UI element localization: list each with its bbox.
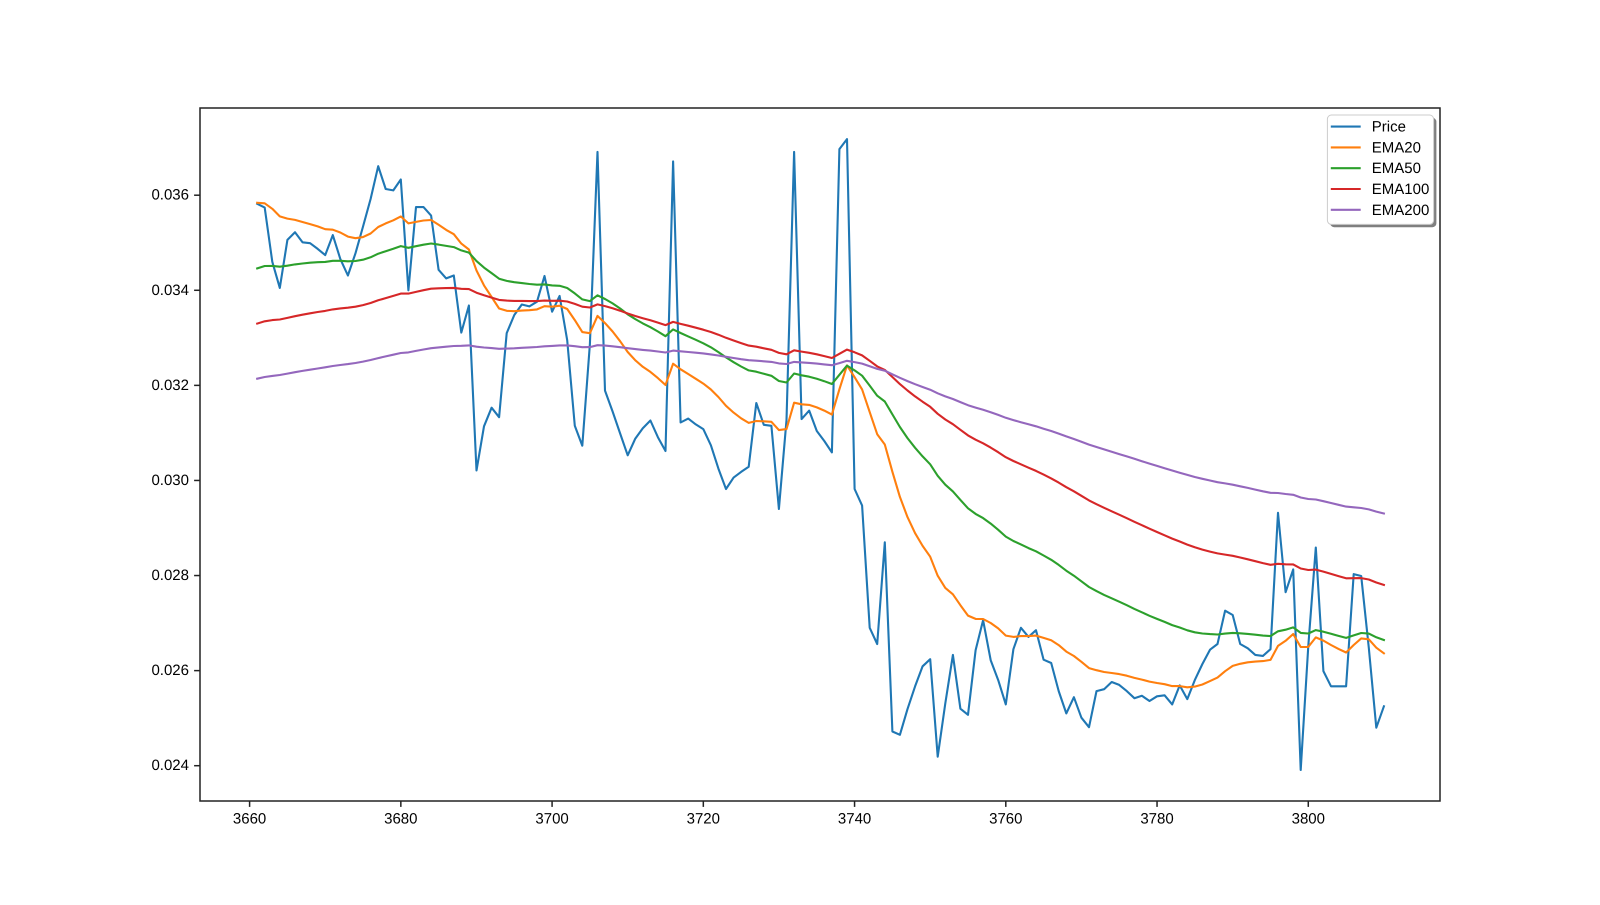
svg-text:3800: 3800 [1292, 811, 1325, 828]
svg-text:3660: 3660 [233, 811, 266, 828]
svg-text:EMA200: EMA200 [1372, 202, 1430, 219]
svg-text:3780: 3780 [1140, 811, 1173, 828]
svg-text:3700: 3700 [535, 811, 568, 828]
svg-text:0.034: 0.034 [151, 282, 189, 299]
svg-text:0.026: 0.026 [151, 662, 189, 679]
svg-text:0.024: 0.024 [151, 757, 189, 774]
svg-text:0.036: 0.036 [151, 187, 189, 204]
svg-text:Price: Price [1372, 119, 1406, 136]
svg-text:0.030: 0.030 [151, 472, 189, 489]
svg-text:3740: 3740 [838, 811, 871, 828]
svg-text:EMA20: EMA20 [1372, 139, 1421, 156]
svg-text:3720: 3720 [687, 811, 720, 828]
svg-text:0.028: 0.028 [151, 567, 189, 584]
svg-text:EMA50: EMA50 [1372, 160, 1421, 177]
svg-text:EMA100: EMA100 [1372, 181, 1430, 198]
svg-text:0.032: 0.032 [151, 377, 189, 394]
svg-text:3680: 3680 [384, 811, 417, 828]
svg-text:3760: 3760 [989, 811, 1022, 828]
